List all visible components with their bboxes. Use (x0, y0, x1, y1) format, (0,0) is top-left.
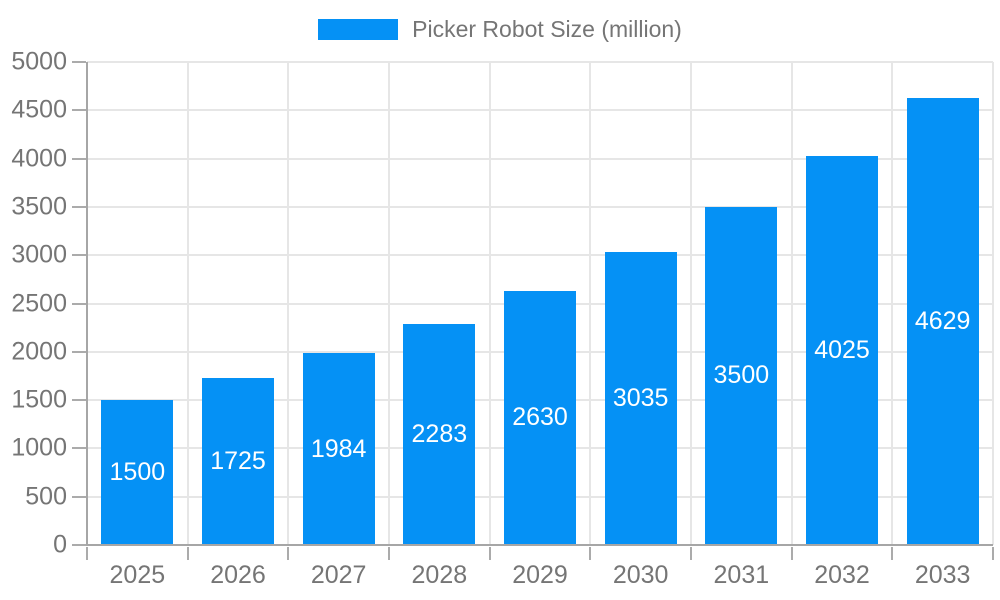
y-tick (72, 350, 86, 353)
h-gridline (87, 157, 993, 160)
x-axis-label: 2032 (814, 561, 870, 589)
v-gridline (891, 62, 894, 545)
legend-swatch-icon (318, 19, 399, 40)
y-tick (72, 399, 86, 402)
bar[interactable]: 1984 (302, 353, 375, 545)
y-axis-label: 500 (25, 482, 67, 511)
x-tick (690, 547, 692, 560)
y-axis-label: 4500 (11, 95, 67, 124)
x-axis-label: 2025 (109, 561, 166, 589)
bar[interactable]: 2283 (403, 324, 476, 545)
bar[interactable]: 3500 (705, 206, 778, 545)
bar-value-label: 4025 (814, 336, 870, 365)
y-axis-label: 3500 (11, 192, 67, 221)
x-axis-label: 2028 (411, 561, 468, 589)
bar[interactable]: 4025 (806, 156, 878, 545)
y-tick (72, 254, 86, 257)
v-gridline (690, 62, 692, 545)
y-axis-label: 2500 (11, 289, 67, 317)
legend-label: Picker Robot Size (million) (412, 16, 682, 42)
bar-value-label: 2283 (411, 420, 468, 449)
v-gridline (287, 62, 290, 545)
bar[interactable]: 2630 (504, 290, 576, 545)
x-tick (186, 547, 189, 560)
y-tick (72, 544, 86, 546)
h-gridline (87, 254, 993, 257)
x-tick (86, 547, 88, 560)
plot-area: 0 500 1000 1500 2000 2500 3000 3500 4000 4500 5000… (11, 48, 994, 589)
y-tick (72, 447, 86, 450)
y-axis-label: 1000 (11, 433, 67, 462)
y-tick (72, 205, 86, 208)
h-gridline (87, 205, 993, 208)
x-axis-label: 2030 (612, 561, 669, 589)
x-axis-label: 2031 (713, 561, 770, 589)
y-axis-label: 2000 (11, 337, 67, 366)
y-tick (72, 495, 86, 498)
y-axis-label: 4000 (11, 144, 67, 173)
y-tick (72, 157, 86, 160)
v-gridline (589, 62, 592, 545)
v-gridline (790, 62, 793, 545)
h-gridline (87, 109, 993, 112)
v-gridline (488, 62, 491, 545)
h-gridline (87, 61, 993, 63)
x-axis-label: 2027 (310, 561, 367, 589)
y-axis-label: 0 (53, 530, 67, 559)
x-tick (589, 547, 592, 560)
chart-legend: Picker Robot Size (million) (0, 16, 1000, 43)
y-axis-label: 1500 (11, 385, 67, 414)
x-tick (287, 547, 290, 560)
v-gridline (992, 62, 994, 545)
x-tick (388, 547, 390, 560)
bar[interactable]: 1725 (202, 378, 274, 545)
bar-value-label: 1500 (109, 458, 166, 487)
x-tick (790, 547, 793, 560)
bar-value-label: 1725 (210, 447, 266, 476)
bar[interactable]: 4629 (906, 97, 979, 545)
bar[interactable]: 1500 (101, 400, 174, 545)
bar-value-label: 4629 (914, 306, 971, 335)
y-axis-label: 3000 (11, 240, 67, 269)
y-axis-line (86, 62, 88, 545)
x-tick (891, 547, 894, 560)
y-tick (72, 302, 86, 305)
y-tick (72, 61, 86, 63)
x-axis-label: 2029 (512, 561, 568, 589)
x-tick (992, 547, 994, 560)
bar-value-label: 1984 (310, 434, 367, 463)
v-gridline (388, 62, 390, 545)
legend-item[interactable]: Picker Robot Size (million) (318, 16, 682, 43)
x-axis-label: 2026 (210, 561, 266, 589)
bar[interactable]: 3035 (604, 251, 677, 545)
bar-value-label: 2630 (512, 403, 568, 432)
x-axis-label: 2033 (914, 561, 971, 589)
bar-value-label: 3035 (612, 383, 669, 412)
x-tick (488, 547, 491, 560)
y-axis-label: 5000 (11, 47, 67, 76)
y-tick (72, 109, 86, 112)
bar-value-label: 3500 (713, 361, 770, 390)
v-gridline (186, 62, 189, 545)
x-axis-line (86, 544, 993, 546)
